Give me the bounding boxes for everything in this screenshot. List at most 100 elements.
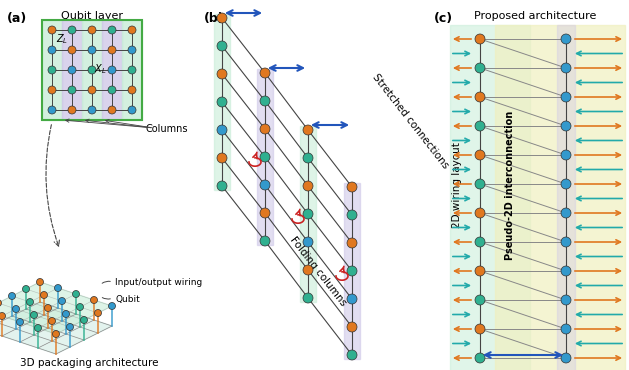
Circle shape — [108, 46, 116, 54]
Circle shape — [88, 106, 96, 114]
Circle shape — [217, 13, 227, 23]
Text: (b): (b) — [204, 12, 225, 25]
Circle shape — [561, 353, 571, 363]
Circle shape — [128, 46, 136, 54]
Circle shape — [303, 153, 313, 163]
Text: $X_L$: $X_L$ — [94, 62, 106, 76]
Text: Pseudo-2D interconnection: Pseudo-2D interconnection — [505, 110, 515, 260]
Circle shape — [475, 324, 485, 334]
Bar — [42, 20, 62, 120]
Circle shape — [303, 181, 313, 191]
Bar — [102, 20, 122, 120]
Bar — [344, 183, 360, 359]
Circle shape — [128, 26, 136, 34]
Circle shape — [475, 121, 485, 131]
Circle shape — [128, 66, 136, 74]
Text: (a): (a) — [7, 12, 27, 25]
Circle shape — [217, 69, 227, 79]
Circle shape — [0, 313, 6, 320]
Bar — [62, 20, 82, 120]
Circle shape — [347, 294, 357, 304]
Bar — [122, 20, 142, 120]
Bar — [495, 25, 625, 370]
Text: Input/output wiring: Input/output wiring — [115, 278, 203, 287]
Circle shape — [68, 26, 76, 34]
Text: Proposed architecture: Proposed architecture — [474, 11, 596, 21]
Circle shape — [48, 66, 56, 74]
Circle shape — [561, 92, 571, 102]
Circle shape — [347, 210, 357, 220]
Circle shape — [40, 292, 48, 299]
Circle shape — [303, 265, 313, 275]
Circle shape — [260, 180, 270, 190]
Circle shape — [81, 316, 87, 323]
Circle shape — [88, 46, 96, 54]
Circle shape — [475, 353, 485, 363]
Circle shape — [475, 295, 485, 305]
Circle shape — [475, 63, 485, 73]
Circle shape — [347, 182, 357, 192]
Polygon shape — [0, 302, 112, 354]
Bar — [42, 20, 142, 120]
Circle shape — [217, 97, 227, 107]
Text: Stretched connections: Stretched connections — [370, 72, 450, 171]
Circle shape — [347, 238, 357, 248]
Circle shape — [77, 303, 84, 310]
Circle shape — [561, 179, 571, 189]
Circle shape — [68, 46, 76, 54]
Text: (c): (c) — [434, 12, 453, 25]
Bar — [257, 69, 273, 245]
Circle shape — [45, 305, 52, 312]
Circle shape — [108, 106, 116, 114]
Circle shape — [35, 324, 42, 332]
Circle shape — [68, 106, 76, 114]
Circle shape — [88, 86, 96, 94]
Circle shape — [58, 297, 65, 305]
Circle shape — [62, 310, 69, 317]
Circle shape — [26, 299, 33, 306]
Circle shape — [561, 266, 571, 276]
Circle shape — [475, 266, 485, 276]
Circle shape — [48, 106, 56, 114]
Circle shape — [108, 26, 116, 34]
Circle shape — [561, 150, 571, 160]
Circle shape — [48, 317, 55, 324]
Circle shape — [94, 309, 101, 316]
Polygon shape — [0, 282, 112, 334]
Circle shape — [303, 237, 313, 247]
Circle shape — [347, 266, 357, 276]
Circle shape — [91, 296, 97, 303]
Circle shape — [88, 26, 96, 34]
Text: $Z_L$: $Z_L$ — [56, 32, 69, 46]
Circle shape — [475, 179, 485, 189]
Circle shape — [561, 208, 571, 218]
Circle shape — [52, 330, 60, 337]
Circle shape — [475, 34, 485, 44]
Bar — [450, 25, 530, 370]
Circle shape — [128, 106, 136, 114]
Circle shape — [108, 86, 116, 94]
Circle shape — [347, 350, 357, 360]
Circle shape — [16, 319, 23, 326]
Circle shape — [303, 125, 313, 135]
Circle shape — [88, 66, 96, 74]
Circle shape — [67, 323, 74, 330]
Circle shape — [23, 286, 30, 293]
Circle shape — [128, 86, 136, 94]
Circle shape — [217, 181, 227, 191]
Text: Folding columns: Folding columns — [288, 235, 348, 308]
Text: Qubit layer: Qubit layer — [61, 11, 123, 21]
Circle shape — [260, 152, 270, 162]
Circle shape — [260, 96, 270, 106]
Circle shape — [108, 66, 116, 74]
Circle shape — [303, 293, 313, 303]
Circle shape — [30, 312, 38, 319]
Circle shape — [48, 26, 56, 34]
Circle shape — [68, 66, 76, 74]
Circle shape — [217, 41, 227, 51]
Text: Columns: Columns — [146, 124, 189, 134]
Circle shape — [260, 236, 270, 246]
Circle shape — [260, 68, 270, 78]
Circle shape — [303, 209, 313, 219]
Circle shape — [561, 295, 571, 305]
